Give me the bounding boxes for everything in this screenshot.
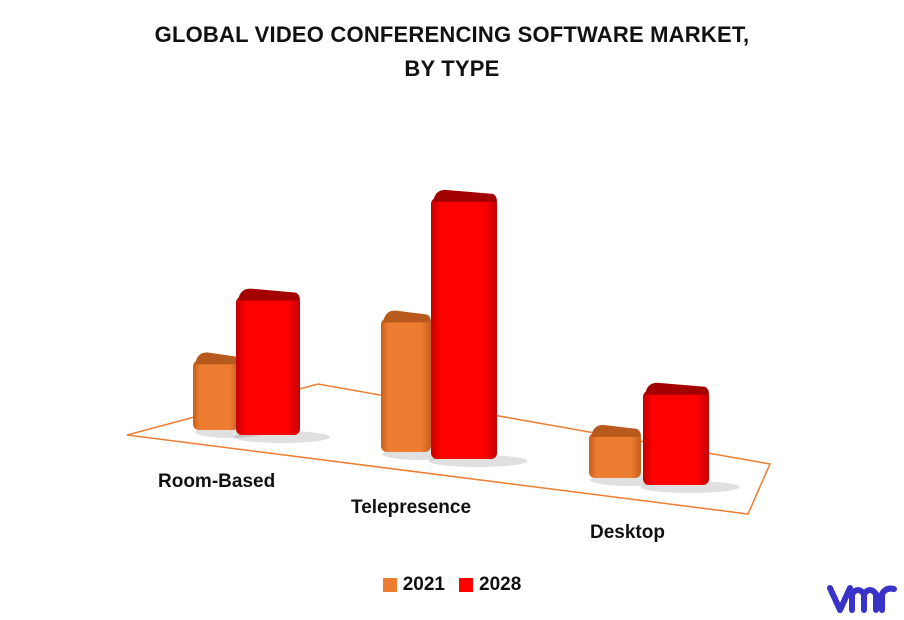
- bar-top-2028-desktop: [645, 382, 709, 395]
- bars-group: [193, 189, 740, 493]
- legend-swatch-2021: [382, 578, 397, 592]
- chart-title-line-2: BY TYPE: [404, 56, 500, 81]
- legend-label-2028: 2028: [479, 574, 522, 595]
- bar-top-2028-telepresence: [433, 189, 497, 202]
- chart-title-line-1: GLOBAL VIDEO CONFERENCING SOFTWARE MARKE…: [154, 22, 750, 47]
- bar-2021-telepresence: [381, 318, 431, 452]
- bar-2028-telepresence: [431, 197, 497, 460]
- vmr-logo: [827, 585, 897, 613]
- bar-top-2021-desktop: [591, 424, 641, 437]
- legend-item-2021: 2021: [382, 574, 445, 596]
- bar-2028-desktop: [643, 390, 709, 485]
- bar-2021-room-based: [193, 360, 239, 430]
- category-label-desktop: Desktop: [590, 522, 665, 543]
- bar-top-2021-telepresence: [383, 310, 431, 323]
- legend: 2021 2028: [0, 574, 904, 596]
- bar-top-2028-room-based: [238, 288, 300, 301]
- bar-top-2021-room-based: [195, 352, 239, 365]
- legend-item-2028: 2028: [459, 574, 521, 596]
- bar-2028-room-based: [236, 296, 300, 435]
- category-label-room-based: Room-Based: [158, 471, 276, 492]
- legend-label-2021: 2021: [402, 574, 445, 595]
- legend-swatch-2028: [459, 578, 473, 592]
- category-label-telepresence: Telepresence: [351, 497, 472, 518]
- bar-2021-desktop: [589, 432, 641, 478]
